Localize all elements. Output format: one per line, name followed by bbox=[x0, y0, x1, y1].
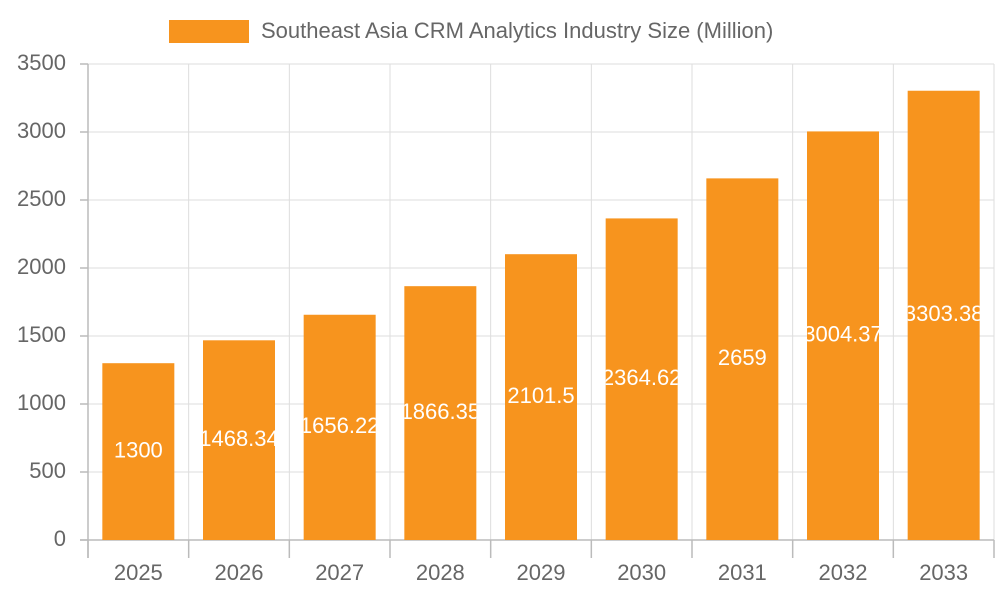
bar bbox=[605, 218, 678, 540]
legend-label: Southeast Asia CRM Analytics Industry Si… bbox=[261, 18, 773, 43]
data-label: 3004.37 bbox=[803, 322, 883, 347]
y-tick-label: 2000 bbox=[17, 254, 66, 279]
data-label: 1468.34 bbox=[199, 426, 279, 451]
data-label: 2101.5 bbox=[507, 383, 574, 408]
data-label: 1300 bbox=[114, 437, 163, 462]
x-tick-label: 2027 bbox=[315, 560, 364, 585]
bar bbox=[404, 286, 477, 540]
y-tick-label: 1000 bbox=[17, 390, 66, 415]
y-tick-label: 500 bbox=[29, 458, 66, 483]
data-label: 3303.38 bbox=[904, 301, 984, 326]
bar bbox=[706, 178, 779, 540]
x-tick-label: 2030 bbox=[617, 560, 666, 585]
y-tick-label: 2500 bbox=[17, 186, 66, 211]
x-tick-label: 2029 bbox=[517, 560, 566, 585]
data-label: 2364.62 bbox=[602, 365, 682, 390]
x-tick-label: 2033 bbox=[919, 560, 968, 585]
data-label: 2659 bbox=[718, 345, 767, 370]
x-tick-label: 2031 bbox=[718, 560, 767, 585]
bar bbox=[203, 340, 275, 540]
x-tick-label: 2032 bbox=[819, 560, 868, 585]
bar bbox=[907, 90, 980, 540]
bar bbox=[807, 131, 879, 540]
bar bbox=[303, 314, 376, 540]
y-tick-label: 3500 bbox=[17, 50, 66, 75]
x-tick-label: 2026 bbox=[215, 560, 264, 585]
bar bbox=[505, 254, 577, 541]
x-tick-label: 2028 bbox=[416, 560, 465, 585]
y-tick-label: 1500 bbox=[17, 322, 66, 347]
y-tick-label: 0 bbox=[54, 526, 66, 551]
data-label: 1866.35 bbox=[401, 399, 481, 424]
y-tick-label: 3000 bbox=[17, 118, 66, 143]
data-label: 1656.22 bbox=[300, 413, 380, 438]
legend-swatch bbox=[169, 20, 249, 43]
bar bbox=[102, 363, 175, 540]
x-tick-label: 2025 bbox=[114, 560, 163, 585]
